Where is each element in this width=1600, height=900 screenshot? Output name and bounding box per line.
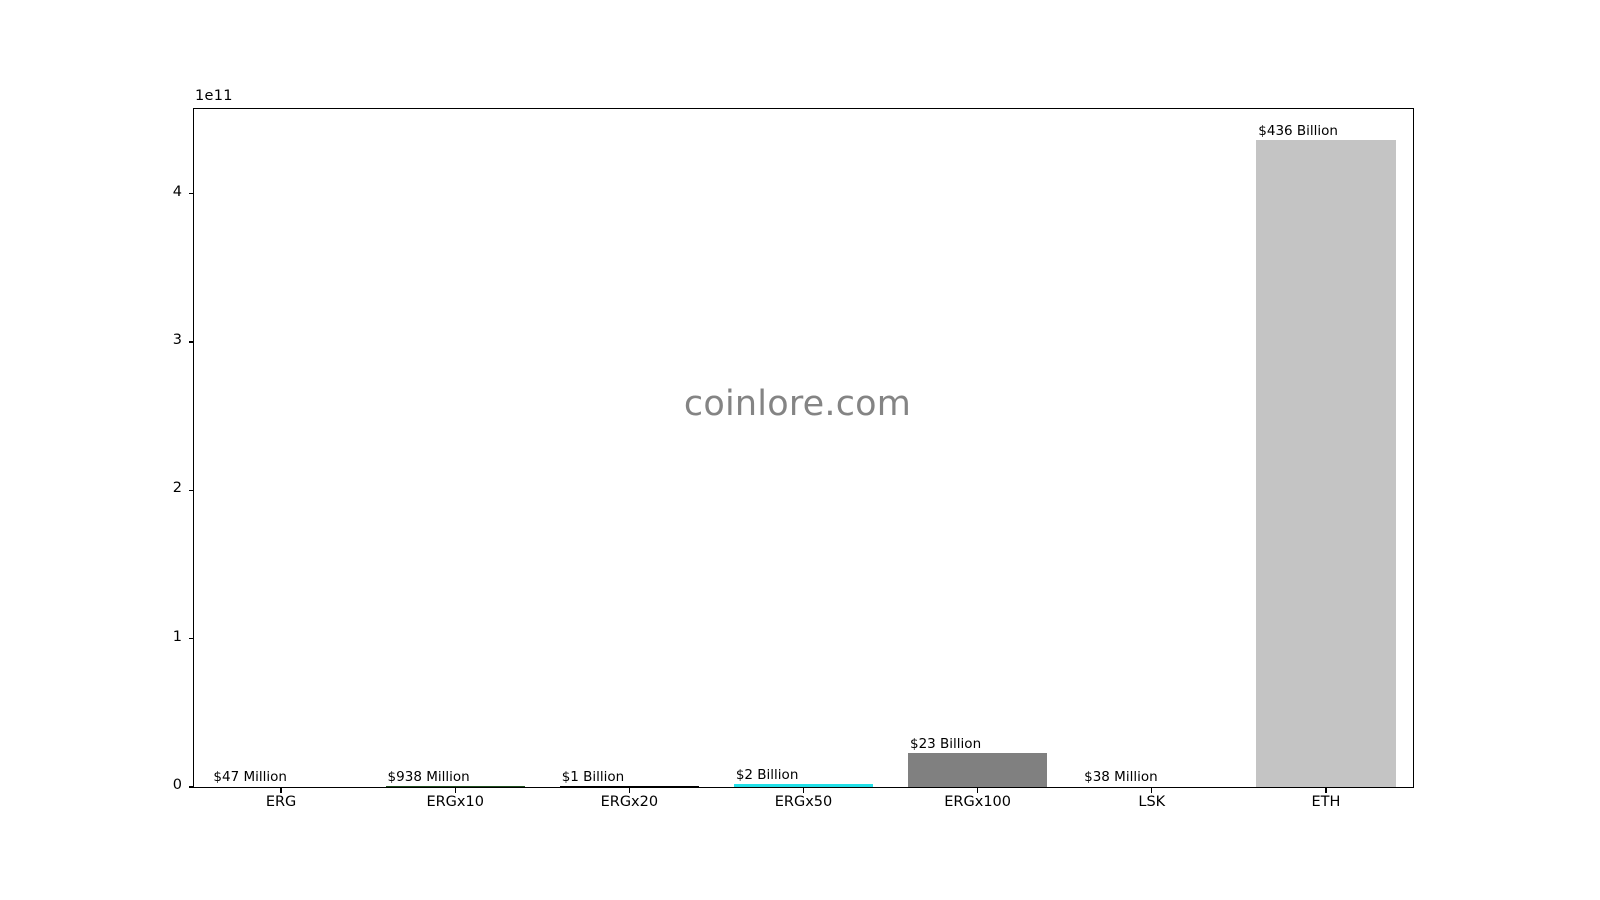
bar-ERGx20[interactable]	[559, 785, 699, 787]
y-tick-label: 4	[172, 183, 182, 200]
x-tick-mark	[1151, 787, 1153, 793]
bar-value-label-LSK: $38 Million	[1084, 768, 1158, 785]
x-tick-label: ERG	[265, 794, 297, 810]
y-tick-mark	[188, 341, 194, 343]
x-tick-label: ERGx50	[774, 794, 833, 810]
bar-ETH[interactable]	[1256, 140, 1396, 787]
bar-value-label-ERGx100: $23 Billion	[909, 735, 982, 752]
x-tick-mark	[454, 787, 456, 793]
x-tick-label: ERGx10	[426, 794, 484, 810]
bar-value-label-ERG: $47 Million	[213, 768, 287, 785]
y-tick-label: 2	[172, 480, 182, 497]
x-tick-mark	[802, 787, 805, 793]
bar-LSK[interactable]	[1082, 785, 1222, 787]
x-tick-label: ERGx20	[600, 794, 659, 810]
x-tick-label: ERGx100	[944, 794, 1011, 810]
x-tick-mark	[1325, 787, 1327, 793]
x-tick-mark	[628, 787, 630, 793]
x-tick-label: ETH	[1311, 794, 1341, 810]
bar-value-label-ERGx20: $1 Billion	[561, 768, 625, 785]
y-tick-mark	[188, 786, 194, 788]
bar-value-label-ERGx50: $2 Billion	[735, 767, 799, 784]
y-axis-exponent-label: 1e11	[195, 88, 233, 104]
y-tick-label: 3	[172, 331, 182, 348]
y-tick-label: 1	[172, 628, 182, 645]
y-tick-mark	[188, 489, 194, 491]
x-tick-mark	[977, 787, 979, 793]
x-tick-label: LSK	[1138, 794, 1166, 810]
plot-area: $47 Million $938 Million $1 Billion $2 Bill…	[173, 109, 1413, 810]
plot-axes: $47 Million $938 Million $1 Billion $2 Bill…	[173, 108, 1414, 810]
y-tick-label: 0	[172, 777, 182, 793]
bar-ERG[interactable]	[211, 785, 351, 787]
bar-value-label-ERGx10: $938 Million	[387, 768, 470, 785]
bar-value-label-ETH: $436 Billion	[1258, 123, 1338, 140]
y-tick-mark	[188, 637, 194, 640]
x-tick-mark	[280, 787, 282, 793]
bar-ERGx50[interactable]	[733, 784, 874, 787]
bar-ERGx10[interactable]	[385, 785, 525, 787]
y-tick-mark	[188, 192, 194, 195]
bar-ERGx100[interactable]	[907, 752, 1048, 787]
